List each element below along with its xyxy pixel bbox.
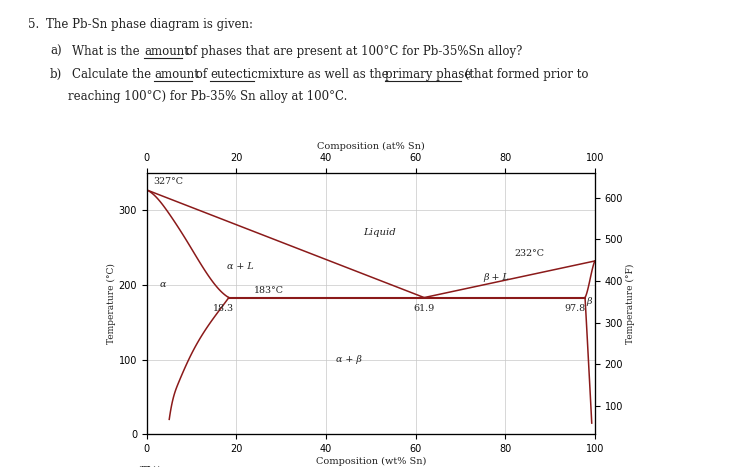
Text: What is the: What is the xyxy=(72,45,143,58)
Text: amount: amount xyxy=(154,68,199,81)
Text: reaching 100°C) for Pb-35% Sn alloy at 100°C.: reaching 100°C) for Pb-35% Sn alloy at 1… xyxy=(68,90,347,103)
Text: 61.9: 61.9 xyxy=(413,304,434,312)
Text: eutectic: eutectic xyxy=(210,68,258,81)
Text: 18.3: 18.3 xyxy=(212,304,233,312)
Text: (that formed prior to: (that formed prior to xyxy=(461,68,589,81)
Text: (Pb): (Pb) xyxy=(137,466,157,467)
Text: 232°C: 232°C xyxy=(514,249,544,258)
Text: mixture as well as the: mixture as well as the xyxy=(254,68,392,81)
Text: α: α xyxy=(160,280,166,290)
Text: a): a) xyxy=(50,45,62,58)
X-axis label: Composition (at% Sn): Composition (at% Sn) xyxy=(317,142,425,151)
Text: (Sn): (Sn) xyxy=(142,466,161,467)
Text: primary phase: primary phase xyxy=(385,68,471,81)
Text: β + L: β + L xyxy=(483,273,508,282)
Text: β: β xyxy=(587,297,593,306)
Y-axis label: Temperature (°F): Temperature (°F) xyxy=(626,263,635,344)
X-axis label: Composition (wt% Sn): Composition (wt% Sn) xyxy=(316,457,426,466)
Text: α + L: α + L xyxy=(227,262,254,271)
Text: 327°C: 327°C xyxy=(154,177,184,186)
Text: of phases that are present at 100°C for Pb-35%Sn alloy?: of phases that are present at 100°C for … xyxy=(182,45,523,58)
Text: The Pb-Sn phase diagram is given:: The Pb-Sn phase diagram is given: xyxy=(46,18,253,31)
Text: 5.: 5. xyxy=(28,18,39,31)
Text: 183°C: 183°C xyxy=(255,286,285,295)
Text: b): b) xyxy=(50,68,62,81)
Text: 97.8: 97.8 xyxy=(564,304,585,312)
Text: amount: amount xyxy=(144,45,189,58)
Text: Liquid: Liquid xyxy=(364,228,396,237)
Text: of: of xyxy=(192,68,211,81)
Text: α + β: α + β xyxy=(336,355,361,364)
Y-axis label: Temperature (°C): Temperature (°C) xyxy=(107,263,116,344)
Text: Calculate the: Calculate the xyxy=(72,68,155,81)
